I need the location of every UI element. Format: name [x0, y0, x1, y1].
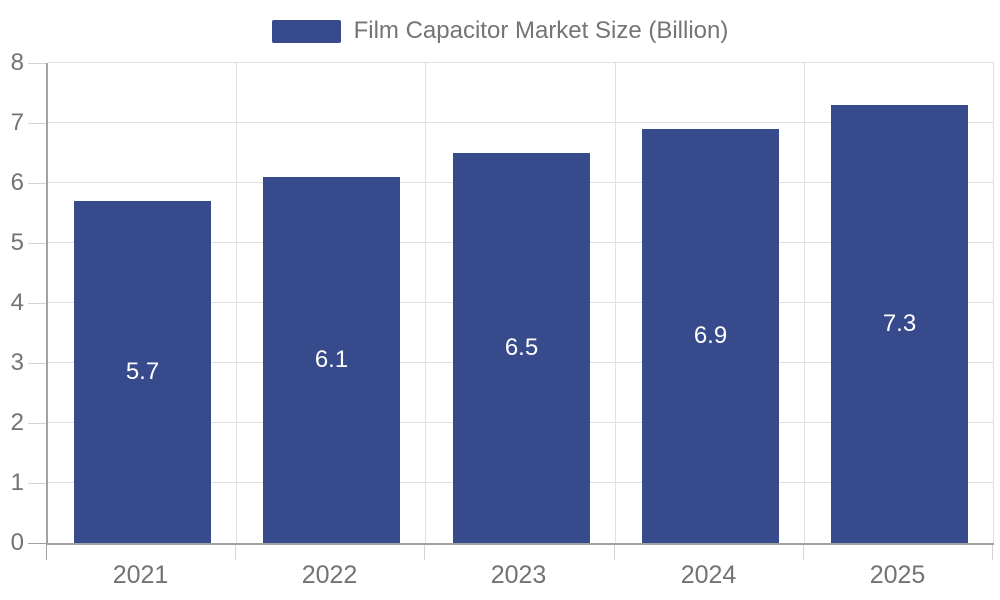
y-tick-label: 4	[10, 289, 24, 316]
y-axis-tick	[28, 183, 46, 184]
y-tick-label: 0	[10, 529, 24, 556]
y-tick-label: 6	[10, 169, 24, 196]
y-tick-label: 7	[10, 109, 24, 136]
x-axis-tick	[803, 545, 804, 560]
x-tick-label: 2021	[112, 561, 169, 589]
y-axis-tick	[28, 303, 46, 304]
x-axis-tick	[992, 545, 993, 560]
bar: 6.5	[453, 153, 590, 543]
y-axis-tick	[28, 123, 46, 124]
bar-value-label: 5.7	[125, 358, 160, 385]
h-gridline	[48, 62, 994, 63]
bar: 7.3	[831, 105, 968, 543]
x-axis-tick	[46, 545, 47, 560]
y-tick-label: 2	[10, 409, 24, 436]
bar: 6.9	[642, 129, 779, 543]
v-gridline	[236, 63, 238, 543]
plot-area: 5.7 6.1 6.5 6.9 7.3	[46, 62, 994, 545]
y-axis-tick	[28, 423, 46, 424]
bar: 6.1	[263, 177, 400, 543]
x-tick-label: 2025	[869, 561, 926, 589]
x-axis-tick	[614, 545, 615, 560]
bar-value-label: 6.9	[693, 322, 728, 349]
y-axis-tick	[28, 243, 46, 244]
y-axis-tick	[28, 483, 46, 484]
v-gridline	[993, 63, 994, 543]
h-gridline	[48, 122, 994, 123]
v-gridline	[803, 63, 805, 543]
y-tick-label: 8	[10, 49, 24, 76]
y-axis-tick	[28, 543, 46, 544]
x-axis-tick	[424, 545, 425, 560]
bar-value-label: 6.1	[314, 346, 349, 373]
y-axis-tick	[28, 363, 46, 364]
y-tick-label: 5	[10, 229, 24, 256]
x-tick-label: 2022	[301, 561, 358, 589]
bar: 5.7	[74, 201, 211, 543]
y-tick-label: 3	[10, 349, 24, 376]
y-axis-tick	[28, 63, 46, 64]
y-tick-label: 1	[10, 469, 24, 496]
x-axis-tick	[235, 545, 236, 560]
legend-label: Film Capacitor Market Size (Billion)	[353, 17, 729, 44]
legend-swatch	[271, 19, 341, 43]
bar-value-label: 7.3	[882, 310, 917, 337]
v-gridline	[425, 63, 427, 543]
bar-value-label: 6.5	[504, 334, 539, 361]
x-tick-label: 2023	[490, 561, 547, 589]
legend-item[interactable]: Film Capacitor Market Size (Billion)	[0, 18, 1000, 44]
x-tick-label: 2024	[680, 561, 737, 589]
v-gridline	[614, 63, 616, 543]
